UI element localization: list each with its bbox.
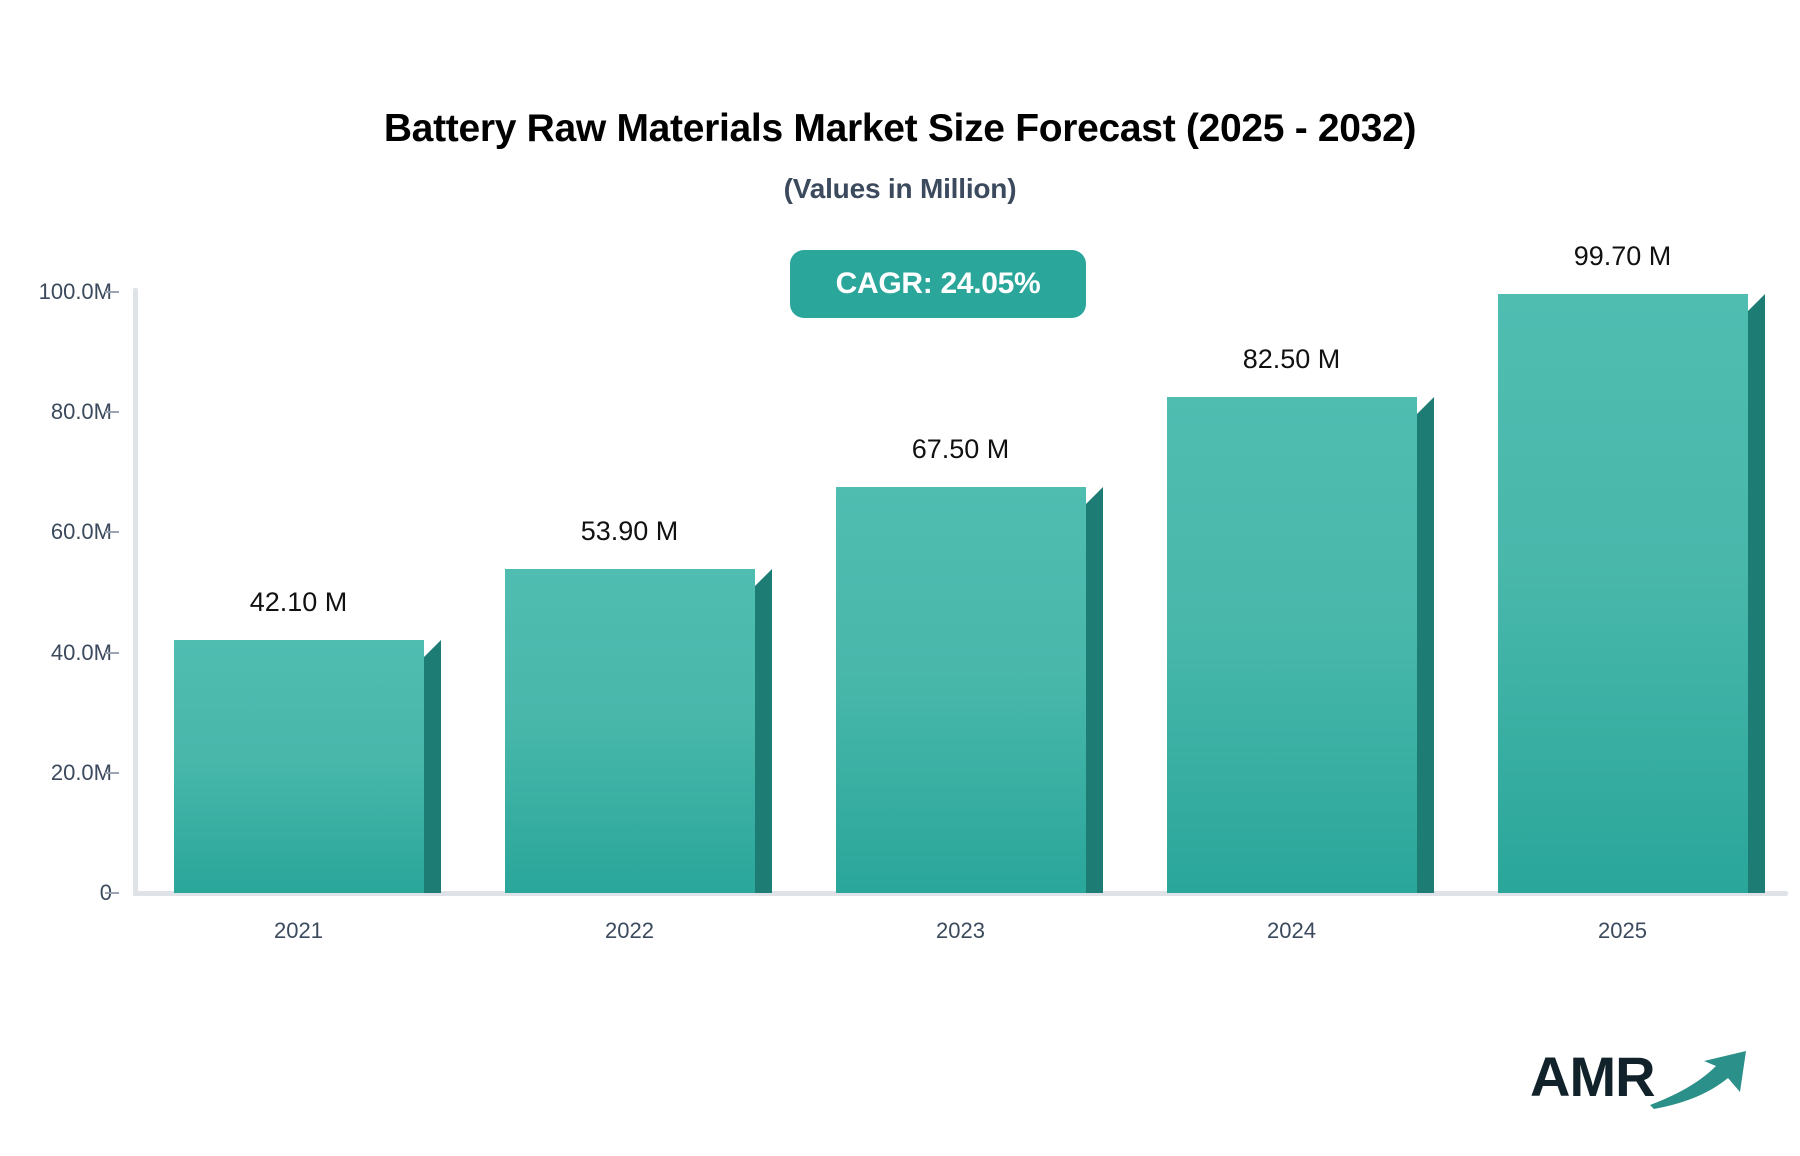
bar-front-face: [173, 639, 424, 893]
y-axis-tick-label: 60.0M: [50, 519, 112, 545]
title-block: Battery Raw Materials Market Size Foreca…: [0, 107, 1800, 205]
y-axis-tick-label: 80.0M: [50, 399, 112, 425]
bar-front-face: [835, 487, 1086, 893]
x-axis-tick-label: 2024: [1267, 918, 1316, 943]
y-axis-tick-mark: [105, 892, 119, 894]
x-axis-tick-label: 2022: [605, 918, 654, 943]
bar-value-label: 67.50 M: [911, 434, 1010, 465]
y-axis-tick-label: 100.0M: [38, 279, 112, 304]
x-axis-tick-label: 2025: [1598, 918, 1647, 943]
bar-side-face: [753, 569, 772, 893]
amr-logo-text: AMR: [1530, 1045, 1656, 1108]
y-axis-tick-mark: [105, 651, 119, 654]
bar-front-face: [1497, 293, 1748, 893]
y-axis-tick-label: 20.0M: [50, 759, 112, 785]
page-title: Battery Raw Materials Market Size Foreca…: [383, 107, 1417, 150]
y-axis-tick-mark: [105, 411, 119, 414]
cagr-badge-label: CAGR: 24.05%: [835, 267, 1041, 300]
bar-side-face: [1415, 397, 1434, 893]
y-axis-tick-mark: [105, 771, 119, 774]
bar-value-label: 99.70 M: [1573, 240, 1672, 271]
bar-value-label: 42.10 M: [249, 586, 348, 617]
bar-side-face: [422, 639, 441, 893]
x-axis-line: [133, 891, 1788, 896]
y-axis-tick-mark: [105, 291, 119, 293]
y-axis-tick-label: 40.0M: [50, 639, 112, 665]
amr-logo: AMR: [1530, 1042, 1760, 1122]
bar-side-face: [1084, 487, 1103, 893]
bar-2022: 53.90 M: [504, 516, 772, 893]
y-axis-tick-label: 0: [99, 880, 112, 905]
chart-subtitle: (Values in Million): [783, 172, 1017, 204]
bar-front-face: [504, 569, 755, 893]
x-axis-tick-label: 2021: [274, 918, 323, 943]
bar-value-label: 53.90 M: [580, 516, 679, 547]
x-axis-tick-label: 2023: [936, 918, 985, 943]
cagr-badge: CAGR: 24.05%: [790, 250, 1086, 318]
y-axis-tick-mark: [105, 531, 119, 534]
bar-2024: 82.50 M: [1166, 344, 1434, 893]
upward-arrow-icon: [1650, 1051, 1746, 1109]
bar-side-face: [1746, 293, 1765, 893]
bar-value-label: 82.50 M: [1242, 344, 1341, 375]
bar-2023: 67.50 M: [835, 434, 1103, 893]
bar-2025: 99.70 M: [1497, 241, 1765, 893]
y-axis-line: [133, 288, 138, 896]
bar-front-face: [1166, 397, 1417, 893]
bar-2021: 42.10 M: [173, 587, 441, 893]
